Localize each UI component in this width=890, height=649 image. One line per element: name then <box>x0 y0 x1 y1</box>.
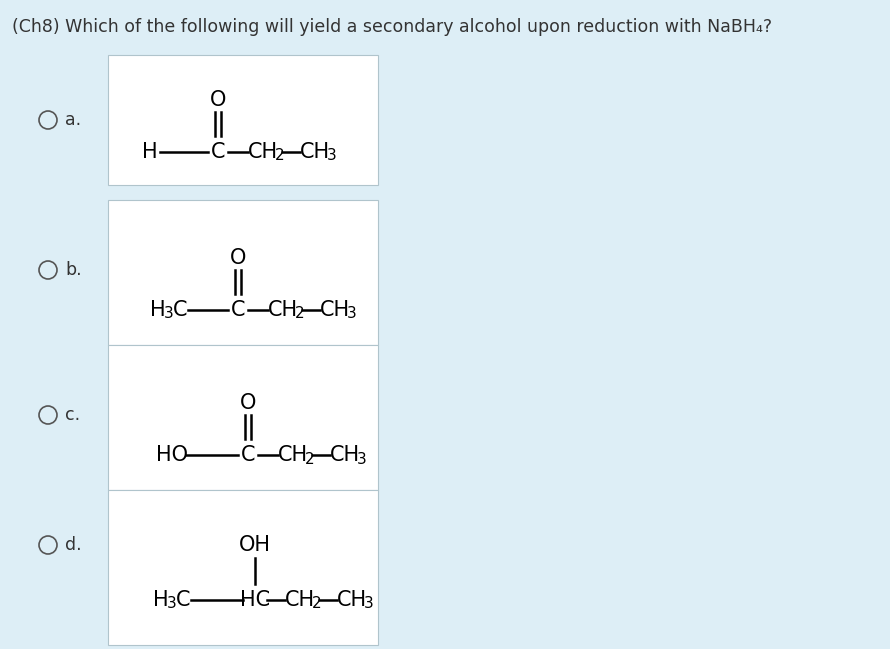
Text: 3: 3 <box>167 596 177 611</box>
Text: H: H <box>142 142 158 162</box>
Text: 3: 3 <box>357 452 367 467</box>
FancyBboxPatch shape <box>108 55 378 185</box>
FancyBboxPatch shape <box>108 345 378 490</box>
Text: H: H <box>153 590 168 610</box>
Text: a.: a. <box>65 111 81 129</box>
Text: (Ch8) Which of the following will yield a secondary alcohol upon reduction with : (Ch8) Which of the following will yield … <box>12 18 773 36</box>
Text: c.: c. <box>65 406 80 424</box>
Text: CH: CH <box>300 142 330 162</box>
FancyBboxPatch shape <box>108 490 378 645</box>
Text: 3: 3 <box>327 149 336 164</box>
Text: d.: d. <box>65 536 82 554</box>
Text: C: C <box>176 590 190 610</box>
Text: CH: CH <box>248 142 278 162</box>
Text: CH: CH <box>337 590 368 610</box>
Text: C: C <box>173 300 188 320</box>
Text: H: H <box>150 300 166 320</box>
Text: 3: 3 <box>364 596 374 611</box>
Text: CH: CH <box>268 300 298 320</box>
Text: CH: CH <box>278 445 308 465</box>
FancyBboxPatch shape <box>108 200 378 345</box>
Text: OH: OH <box>239 535 271 555</box>
Text: CH: CH <box>330 445 360 465</box>
Text: 2: 2 <box>275 149 285 164</box>
Text: 2: 2 <box>312 596 321 611</box>
Text: HO: HO <box>156 445 188 465</box>
Text: 2: 2 <box>295 306 304 321</box>
Text: C: C <box>231 300 246 320</box>
Text: b.: b. <box>65 261 82 279</box>
Text: O: O <box>210 90 226 110</box>
Text: CH: CH <box>285 590 315 610</box>
Text: HC: HC <box>240 590 270 610</box>
Text: 3: 3 <box>347 306 357 321</box>
Text: C: C <box>211 142 225 162</box>
Text: O: O <box>239 393 256 413</box>
Text: O: O <box>230 248 247 268</box>
Text: 2: 2 <box>305 452 315 467</box>
Text: 3: 3 <box>164 306 174 321</box>
Text: C: C <box>241 445 255 465</box>
Text: CH: CH <box>320 300 350 320</box>
